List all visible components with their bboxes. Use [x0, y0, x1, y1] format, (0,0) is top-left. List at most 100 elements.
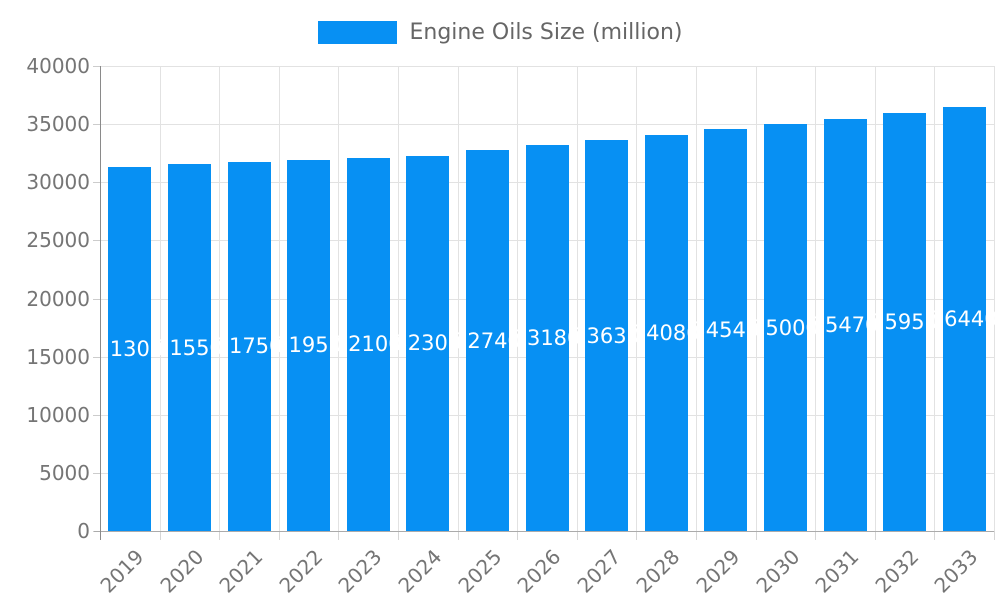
bar-2025[interactable] [465, 150, 509, 531]
y-axis-tick [93, 66, 100, 67]
bar-2030[interactable] [763, 124, 807, 531]
x-axis-line [94, 531, 994, 532]
gridline-vertical [815, 66, 817, 531]
y-tick-label: 25000 [26, 228, 90, 253]
x-tick-label: 2027 [572, 544, 626, 598]
bar-value-label: 33180 [513, 326, 581, 351]
bar-value-label: 31950 [275, 333, 342, 358]
x-axis-tick [755, 531, 757, 540]
bar-value-label: 35000 [751, 315, 819, 340]
gridline-vertical [696, 66, 697, 531]
x-tick-label: 2025 [452, 544, 506, 598]
gridline-horizontal [100, 124, 994, 126]
x-tick-label: 2033 [929, 544, 983, 598]
bar-2026[interactable] [525, 145, 569, 531]
y-tick-label: 40000 [26, 54, 90, 78]
bar-value-label: 31550 [155, 335, 223, 360]
x-axis-tick [994, 531, 995, 540]
bar-2019[interactable] [108, 167, 152, 531]
gridline-horizontal [100, 66, 994, 67]
gridline-vertical [755, 66, 757, 531]
plot-area: 31300 31550 31750 31950 32100 32300 32740 33180… [96, 66, 998, 531]
gridline-vertical [994, 66, 995, 531]
bar-value-label: 31300 [96, 337, 164, 362]
bar-2029[interactable] [704, 129, 748, 531]
x-tick-label: 2020 [154, 544, 208, 598]
y-tick-label: 10000 [26, 402, 90, 427]
x-tick-label: 2023 [333, 544, 387, 598]
y-tick-label: 20000 [26, 286, 90, 311]
bar-2022[interactable] [287, 159, 331, 531]
bar-2031[interactable] [823, 118, 867, 531]
x-axis-tick [934, 531, 936, 540]
gridline-vertical [934, 66, 936, 531]
bar-2023[interactable] [346, 157, 390, 531]
x-axis-tick [398, 531, 399, 540]
x-tick-label: 2032 [870, 544, 924, 598]
bar-value-label: 32740 [453, 328, 521, 353]
x-tick-label: 2021 [214, 544, 268, 598]
x-tick-label: 2019 [95, 544, 149, 598]
y-tick-label: 30000 [26, 170, 90, 195]
gridline-vertical [278, 66, 280, 531]
bar-2027[interactable] [585, 140, 629, 531]
x-axis-tick [576, 531, 578, 540]
gridline-vertical [457, 66, 459, 531]
y-tick-label: 0 [77, 519, 90, 543]
y-axis-tick [93, 240, 100, 242]
x-axis-tick [338, 531, 340, 540]
x-axis-tick [457, 531, 459, 540]
gridline-vertical [398, 66, 399, 531]
legend-item[interactable]: Engine Oils Size (million) [317, 20, 683, 45]
x-axis-tick [874, 531, 876, 540]
x-tick-label: 2030 [750, 544, 804, 598]
x-axis-tick [159, 531, 161, 540]
legend-swatch [317, 21, 397, 44]
bar-2021[interactable] [227, 161, 271, 531]
bar-2032[interactable] [883, 113, 927, 531]
bar-value-label: 36440 [930, 307, 998, 332]
gridline-vertical [874, 66, 876, 531]
bar-2024[interactable] [406, 155, 450, 531]
y-axis-line [100, 66, 101, 540]
gridline-vertical [219, 66, 221, 531]
bar-value-label: 32100 [334, 332, 402, 357]
x-tick-label: 2022 [274, 544, 328, 598]
x-axis-tick [278, 531, 280, 540]
y-tick-label: 15000 [26, 344, 90, 369]
bar-value-label: 31750 [215, 334, 283, 359]
x-axis-tick [517, 531, 519, 540]
x-tick-label: 2031 [810, 544, 864, 598]
y-axis-tick [93, 182, 100, 184]
y-axis-tick [93, 414, 100, 416]
bar-value-label: 34080 [632, 320, 700, 345]
legend: Engine Oils Size (million) [0, 20, 1000, 45]
x-axis-tick [636, 531, 638, 540]
legend-label: Engine Oils Size (million) [409, 20, 683, 45]
gridline-vertical [576, 66, 578, 531]
x-axis-tick [696, 531, 697, 540]
gridline-vertical [159, 66, 161, 531]
x-tick-label: 2024 [393, 544, 447, 598]
x-tick-label: 2029 [691, 544, 745, 598]
bar-value-label: 35470 [811, 312, 879, 337]
x-axis-tick [219, 531, 221, 540]
x-tick-label: 2026 [512, 544, 566, 598]
bar-value-label: 33630 [573, 323, 640, 348]
bar-2028[interactable] [644, 134, 688, 531]
x-tick-label: 2028 [631, 544, 685, 598]
y-tick-label: 35000 [26, 112, 90, 137]
bar-2033[interactable] [942, 107, 986, 531]
y-axis-tick [93, 356, 100, 358]
y-axis-tick [93, 124, 100, 126]
gridline-vertical [338, 66, 340, 531]
bar-value-label: 32300 [394, 331, 462, 356]
bar-2020[interactable] [167, 164, 211, 531]
bar-value-label: 34540 [692, 318, 760, 343]
y-axis-tick [93, 298, 100, 300]
y-tick-label: 5000 [39, 460, 90, 485]
gridline-vertical [636, 66, 638, 531]
x-axis-tick [815, 531, 817, 540]
bar-value-label: 35950 [871, 310, 938, 335]
